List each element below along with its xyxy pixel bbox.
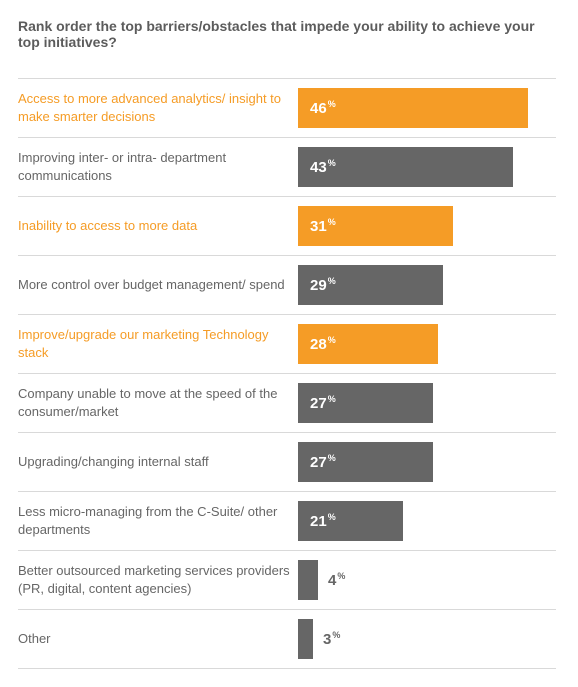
bar-cell: 29% (298, 256, 556, 314)
bar-value: 29% (310, 276, 336, 294)
bar-label: More control over budget management/ spe… (18, 256, 298, 314)
bar-label: Inability to access to more data (18, 197, 298, 255)
bar: 31% (298, 206, 453, 246)
bar (298, 560, 318, 600)
table-row: Less micro-managing from the C-Suite/ ot… (18, 492, 556, 551)
chart-title: Rank order the top barriers/obstacles th… (18, 18, 556, 50)
bar-cell: 43% (298, 138, 556, 196)
bar: 27% (298, 383, 433, 423)
table-row: Improve/upgrade our marketing Technology… (18, 315, 556, 374)
bar-cell: 27% (298, 433, 556, 491)
bar-value: 21% (310, 512, 336, 530)
table-row: Upgrading/changing internal staff 27% (18, 433, 556, 492)
bar-cell: 3% (298, 610, 556, 668)
table-row: More control over budget management/ spe… (18, 256, 556, 315)
table-row: Company unable to move at the speed of t… (18, 374, 556, 433)
bar: 21% (298, 501, 403, 541)
bar-value: 46% (310, 99, 336, 117)
bar-cell: 46% (298, 79, 556, 137)
bar-cell: 31% (298, 197, 556, 255)
bar-label: Improving inter- or intra- department co… (18, 138, 298, 196)
bar (298, 619, 313, 659)
bar-cell: 21% (298, 492, 556, 550)
bar-cell: 27% (298, 374, 556, 432)
bar-label: Better outsourced marketing services pro… (18, 551, 298, 609)
bar-label: Less micro-managing from the C-Suite/ ot… (18, 492, 298, 550)
table-row: Access to more advanced analytics/ insig… (18, 78, 556, 138)
bar-value: 31% (310, 217, 336, 235)
table-row: Improving inter- or intra- department co… (18, 138, 556, 197)
bar: 28% (298, 324, 438, 364)
bar-cell: 4% (298, 551, 556, 609)
bar: 27% (298, 442, 433, 482)
bar-value: 3% (323, 630, 340, 648)
table-row: Better outsourced marketing services pro… (18, 551, 556, 610)
table-row: Inability to access to more data 31% (18, 197, 556, 256)
table-row: Other 3% (18, 610, 556, 669)
bar-value: 28% (310, 335, 336, 353)
bar-label: Other (18, 610, 298, 668)
bar: 43% (298, 147, 513, 187)
bar-value: 27% (310, 394, 336, 412)
bar-value: 4% (328, 571, 345, 589)
bar-label: Upgrading/changing internal staff (18, 433, 298, 491)
bar: 29% (298, 265, 443, 305)
bar-label: Access to more advanced analytics/ insig… (18, 79, 298, 137)
bar-label: Company unable to move at the speed of t… (18, 374, 298, 432)
bar-label: Improve/upgrade our marketing Technology… (18, 315, 298, 373)
bar-chart: Access to more advanced analytics/ insig… (18, 78, 556, 669)
bar-cell: 28% (298, 315, 556, 373)
bar-value: 27% (310, 453, 336, 471)
bar-value: 43% (310, 158, 336, 176)
bar: 46% (298, 88, 528, 128)
